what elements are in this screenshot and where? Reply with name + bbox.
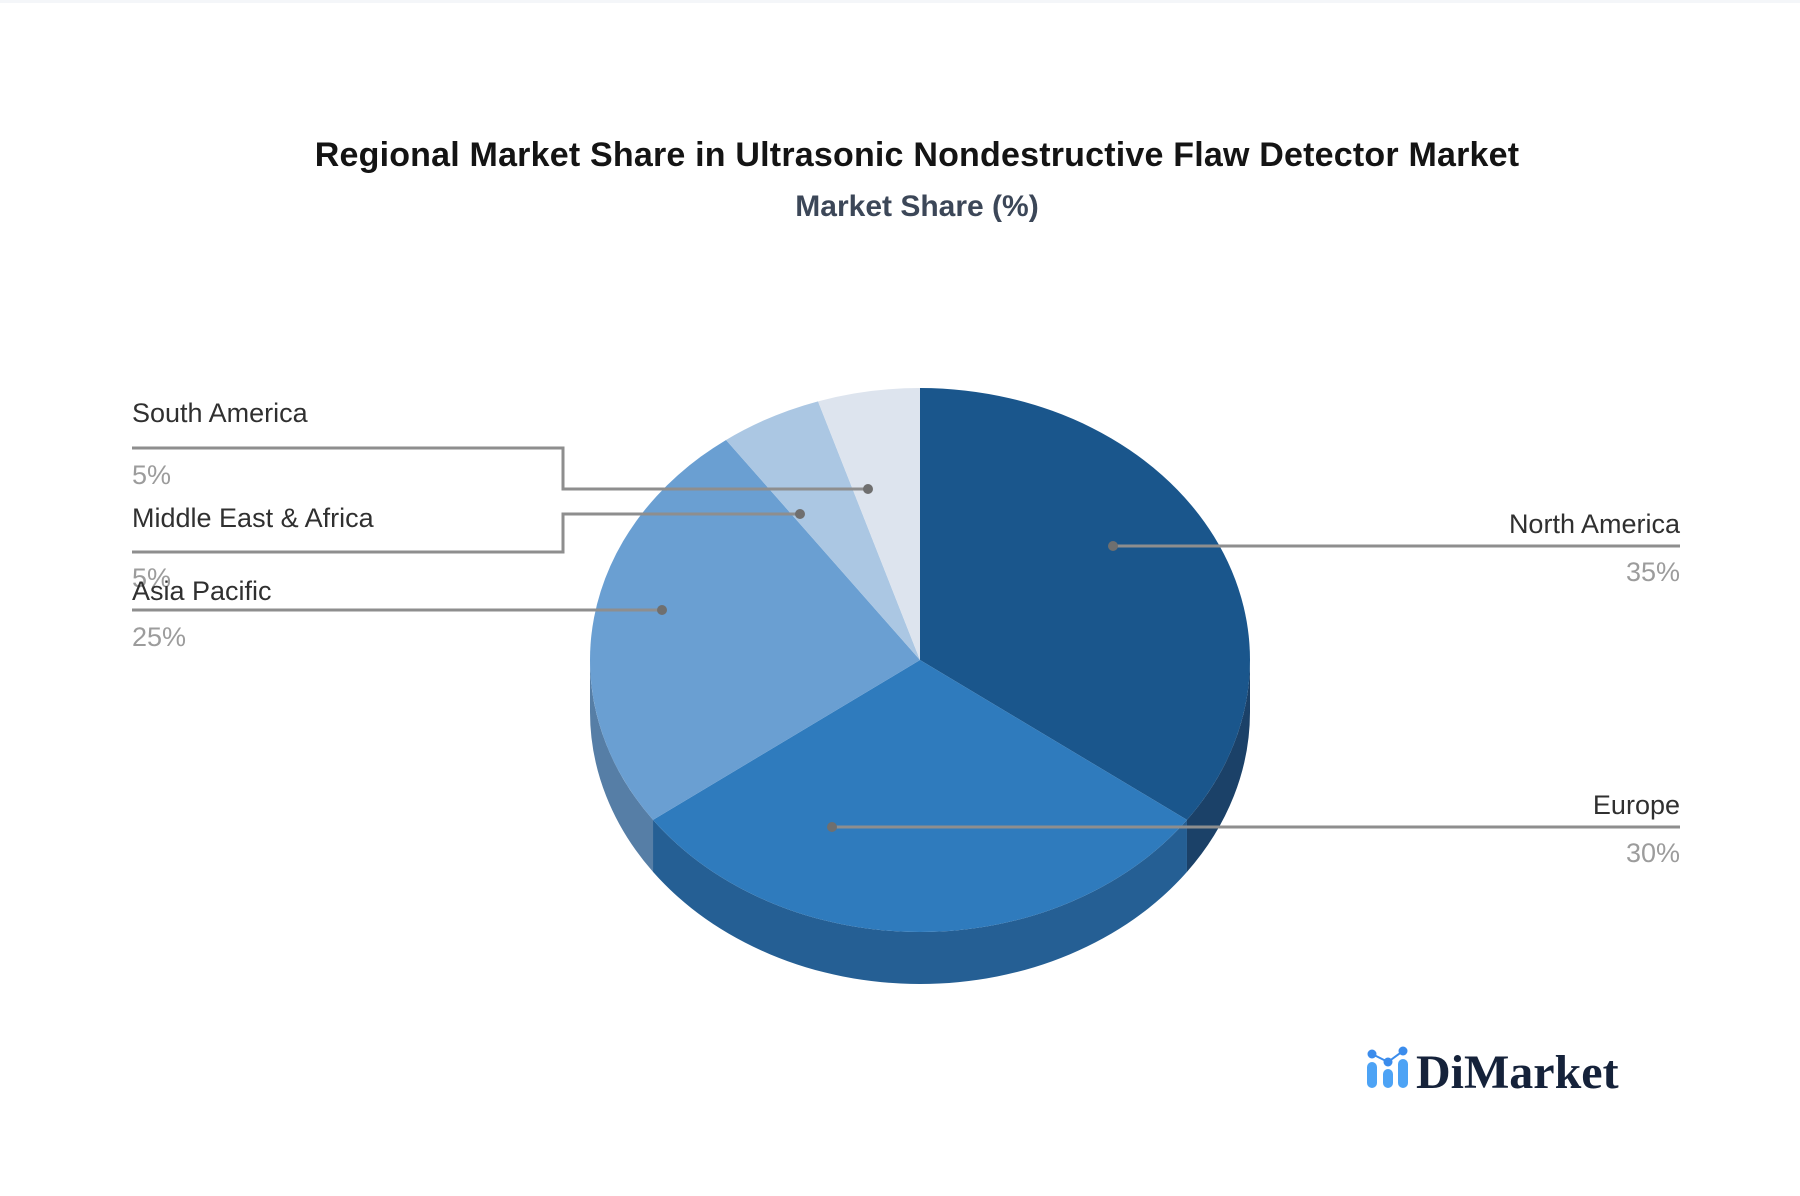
callout-dot-europe	[827, 822, 837, 832]
top-border	[0, 0, 1800, 3]
label-north-america: North America	[1508, 509, 1680, 539]
value-south-america: 5%	[132, 460, 172, 490]
chart-subtitle: Market Share (%)	[795, 190, 1039, 223]
callout-dot-middle-east-africa	[795, 509, 805, 519]
label-middle-east-africa: Middle East & Africa	[132, 503, 374, 533]
pie-slice-middle-east-africa	[726, 401, 920, 660]
label-asia-pacific: Asia Pacific	[132, 576, 272, 606]
value-europe: 30%	[1625, 838, 1680, 868]
label-south-america: South America	[132, 398, 308, 428]
pie-rim-asia-pacific	[590, 660, 654, 872]
callout-line-south-america	[132, 446, 868, 491]
pie-slice-south-america	[818, 388, 920, 660]
callout-dot-asia-pacific	[657, 605, 667, 615]
callout-dot-south-america	[863, 484, 873, 494]
dimarket-logo: DiMarket	[1362, 1044, 1619, 1099]
value-north-america: 35%	[1625, 557, 1680, 587]
label-europe: Europe	[1592, 790, 1680, 820]
callout-line-middle-east-africa	[132, 512, 800, 554]
logo-text: DiMarket	[1416, 1046, 1619, 1099]
pie-slices	[590, 388, 1250, 984]
pie-slice-europe	[653, 660, 1187, 932]
pie-slice-asia-pacific	[590, 439, 920, 820]
callout-lines	[132, 446, 1680, 832]
value-asia-pacific: 25%	[132, 622, 187, 652]
value-middle-east-africa: 5%	[132, 563, 172, 593]
pie-rim-north-america	[1186, 660, 1250, 872]
chart-title: Regional Market Share in Ultrasonic Nond…	[314, 136, 1520, 174]
pie-rim-europe	[653, 819, 1187, 984]
bar-line-chart-icon	[1367, 1046, 1408, 1088]
callout-dot-north-america	[1108, 541, 1118, 551]
pie-slice-north-america	[920, 388, 1250, 820]
